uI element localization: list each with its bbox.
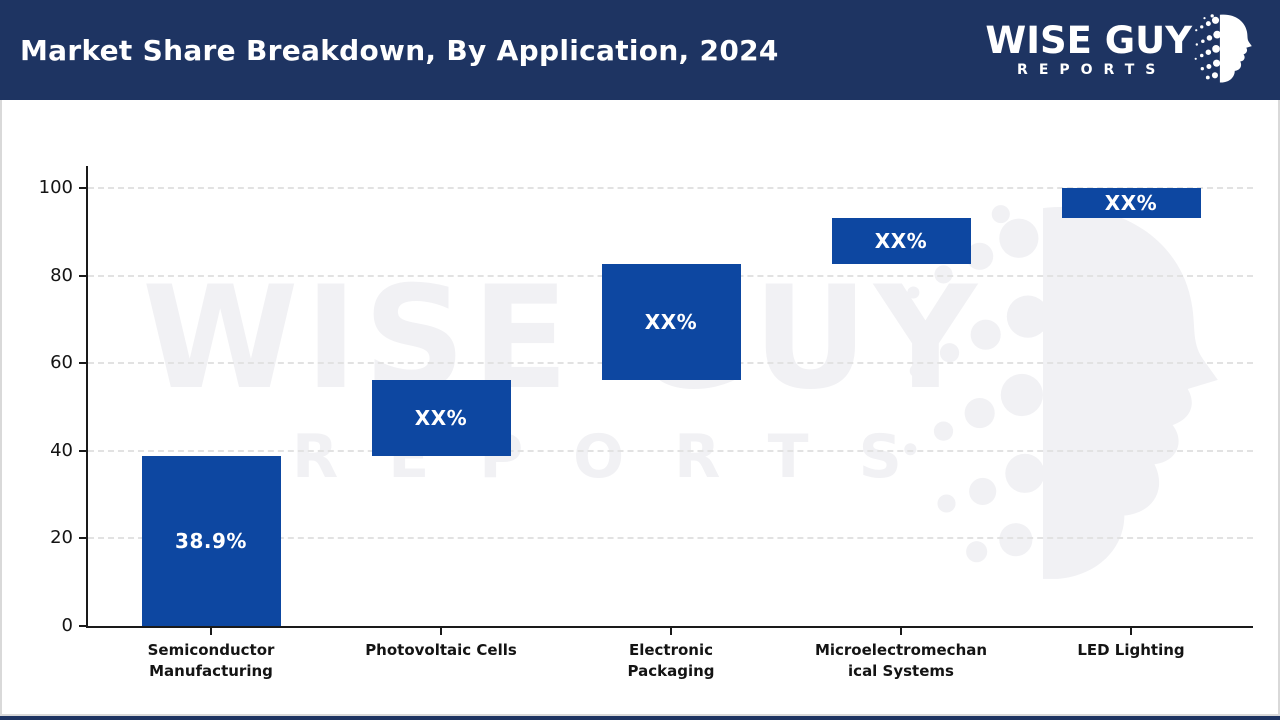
y-tick-label-60: 60 [50,352,73,374]
x-tick-electronic-packaging [670,628,672,635]
category-label-line: Microelectromechan [814,641,988,659]
bar-photovoltaic-cells: XX% [371,379,511,456]
y-tick-label-100: 100 [38,177,73,198]
y-tick-80 [79,274,86,277]
y-tick-100 [79,187,86,189]
logo-subtitle: REPORTS [1017,62,1167,78]
y-tick-label-20: 20 [50,527,73,549]
y-tick-60 [79,362,86,365]
gridline-20 [88,537,1253,540]
bar-semiconductor-manufacturing: 38.9% [141,455,281,626]
header: Market Share Breakdown, By Application, … [0,0,1280,100]
bar-value-label-microelectromechanical-systems: XX% [874,228,928,253]
page-title: Market Share Breakdown, By Application, … [20,33,779,67]
bar-value-label-semiconductor-manufacturing: 38.9% [175,528,247,553]
category-label-line: Packaging [627,662,715,680]
y-tick-40 [79,449,86,452]
x-tick-led-lighting [1130,628,1132,635]
bar-value-label-led-lighting: XX% [1104,190,1158,215]
category-label-semiconductor-manufacturing: Semiconductor Manufacturing [91,640,331,682]
category-label-microelectromechanical-systems: Microelectromechan ical Systems [781,640,1021,682]
x-tick-microelectromechanical-systems [900,628,902,635]
y-tick-label-40: 40 [50,439,73,461]
bar-microelectromechanical-systems: XX% [831,217,971,265]
category-label-line: ical Systems [848,662,954,680]
y-tick-0 [79,625,86,627]
category-label-led-lighting: LED Lighting [1011,640,1251,661]
category-label-line: Semiconductor [147,641,275,659]
category-label-line: Electronic [628,641,714,659]
logo-wordmark: WISE GUY [985,19,1192,62]
footer-strip [0,716,1280,720]
wise-guy-logo: WISE GUY REPORTS [985,5,1254,95]
gridline-40 [88,449,1253,452]
bar-led-lighting: XX% [1061,188,1201,218]
y-tick-label-80: 80 [50,264,73,286]
category-label-electronic-packaging: Electronic Packaging [551,640,791,682]
y-tick-label-0: 0 [61,615,73,636]
category-label-line: Manufacturing [149,662,273,680]
bar-electronic-packaging: XX% [601,264,741,380]
category-label-line: LED Lighting [1077,641,1185,659]
logo-text: WISE GUY REPORTS [985,22,1192,78]
category-label-line: Photovoltaic Cells [365,641,517,659]
x-axis-line [86,626,1253,628]
x-tick-photovoltaic-cells [440,628,442,635]
x-tick-semiconductor-manufacturing [210,628,212,635]
bar-value-label-electronic-packaging: XX% [644,310,698,335]
y-tick-20 [79,537,86,540]
y-axis-line [86,166,88,628]
category-label-photovoltaic-cells: Photovoltaic Cells [321,640,561,661]
gridline-100 [88,187,1253,189]
bar-value-label-photovoltaic-cells: XX% [414,405,468,430]
